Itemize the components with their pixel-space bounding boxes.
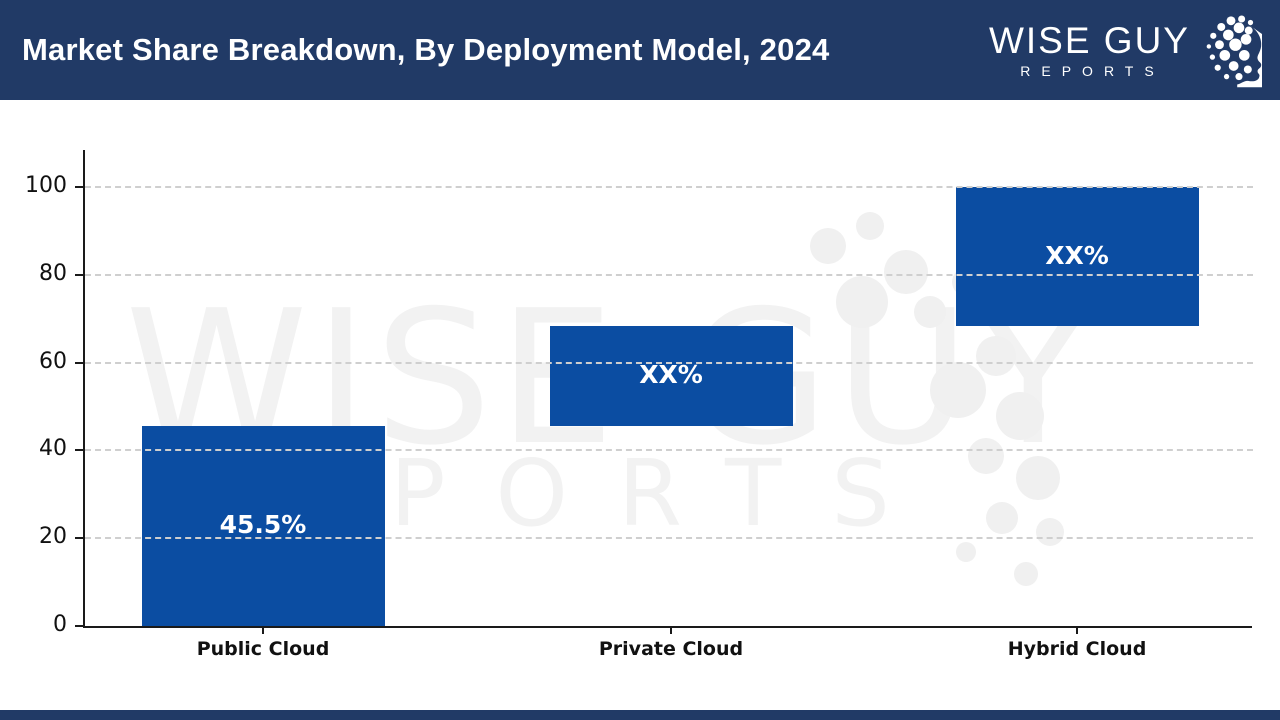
bar-value-label: 45.5% — [219, 510, 307, 540]
gridline — [85, 273, 1253, 276]
bar-value-label: XX% — [1045, 240, 1109, 270]
x-tick-mark — [1076, 626, 1078, 634]
header-banner: Market Share Breakdown, By Deployment Mo… — [0, 0, 1280, 100]
y-tick-label: 20 — [39, 524, 67, 550]
footer-bar — [0, 710, 1280, 720]
gridline — [85, 361, 1253, 364]
gridline — [85, 186, 1253, 188]
y-tick-label: 0 — [53, 612, 67, 637]
plot-area: 0 20 40 60 80 100 45.5% Public Cloud XX% Private … — [25, 150, 1253, 660]
y-axis-line — [83, 150, 85, 628]
y-tick-mark — [75, 273, 83, 276]
chart-title: Market Share Breakdown, By Deployment Mo… — [22, 32, 830, 67]
y-tick-mark — [75, 186, 83, 188]
x-tick-label: Hybrid Cloud — [1007, 638, 1147, 660]
logo-wordmark-line1: WISE GUY — [988, 20, 1190, 61]
y-tick-label: 60 — [39, 348, 67, 374]
x-tick-mark — [670, 626, 672, 634]
x-tick-label: Public Cloud — [196, 638, 330, 660]
y-tick-label: 40 — [39, 436, 67, 462]
y-tick-mark — [75, 361, 83, 364]
bar-hybrid-cloud: XX% — [955, 187, 1199, 327]
y-tick-mark — [75, 449, 83, 452]
gridline — [85, 537, 1253, 540]
wise-guy-logo: WISE GUY REPORTS — [989, 10, 1262, 90]
logo-wordmark-line2: REPORTS — [1020, 63, 1165, 79]
y-tick-label: 80 — [39, 260, 67, 286]
y-tick-mark — [75, 537, 83, 540]
gridline — [85, 449, 1253, 452]
bar-private-cloud: XX% — [549, 326, 793, 427]
logo-face-icon — [1206, 15, 1262, 88]
x-tick-label: Private Cloud — [598, 638, 744, 660]
y-tick-label: 100 — [25, 173, 67, 198]
x-axis-line — [83, 626, 1252, 628]
y-tick-mark — [75, 625, 83, 627]
bar-public-cloud: 45.5% — [141, 426, 385, 626]
x-tick-mark — [262, 626, 264, 634]
logo-wordmark: WISE GUY REPORTS — [989, 22, 1190, 78]
bar-value-label: XX% — [639, 360, 703, 390]
